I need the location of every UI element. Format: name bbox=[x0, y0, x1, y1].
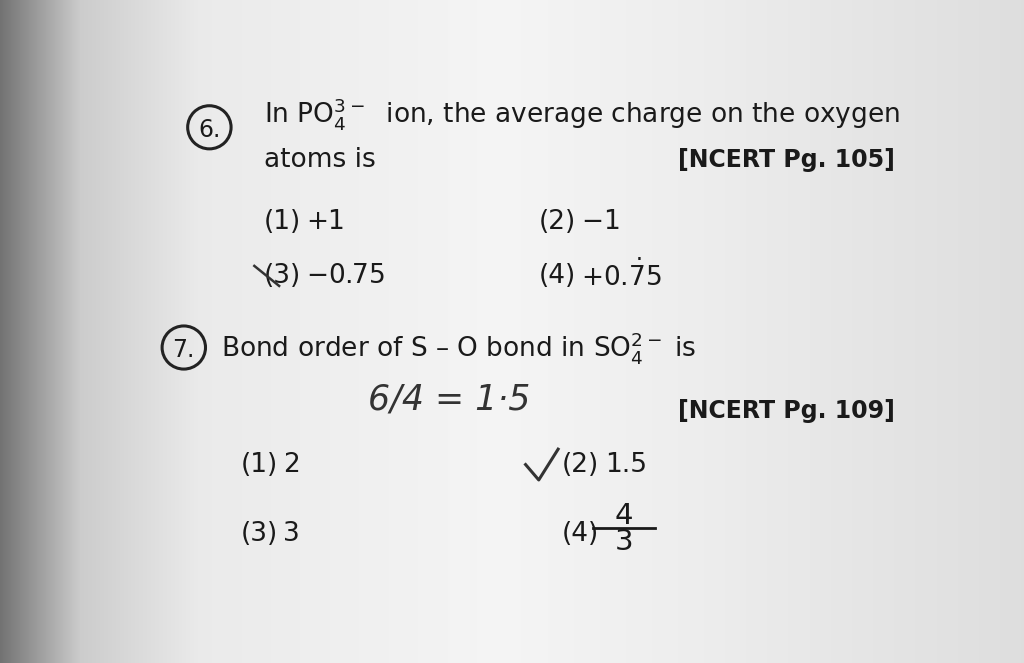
Text: (4): (4) bbox=[562, 521, 599, 547]
Text: [NCERT Pg. 105]: [NCERT Pg. 105] bbox=[678, 149, 895, 172]
Text: (3): (3) bbox=[241, 521, 278, 547]
Text: 7.: 7. bbox=[173, 338, 195, 362]
Text: (2): (2) bbox=[562, 452, 599, 477]
Text: 6.: 6. bbox=[199, 117, 220, 142]
Text: (3): (3) bbox=[263, 263, 301, 289]
Text: 3: 3 bbox=[614, 528, 633, 556]
Text: $-$1: $-$1 bbox=[582, 209, 620, 235]
Text: (4): (4) bbox=[539, 263, 575, 289]
Text: 6/4 = 1·5: 6/4 = 1·5 bbox=[369, 382, 530, 416]
Text: 2: 2 bbox=[283, 452, 300, 477]
Text: (1): (1) bbox=[263, 209, 301, 235]
Text: $-$0.75: $-$0.75 bbox=[306, 263, 385, 289]
Text: 3: 3 bbox=[283, 521, 300, 547]
Text: +0.$\dot{7}$5: +0.$\dot{7}$5 bbox=[582, 260, 662, 292]
Text: +1: +1 bbox=[306, 209, 345, 235]
Text: (2): (2) bbox=[539, 209, 575, 235]
Text: 4: 4 bbox=[614, 502, 633, 530]
Text: [NCERT Pg. 109]: [NCERT Pg. 109] bbox=[678, 398, 895, 422]
Text: (1): (1) bbox=[241, 452, 278, 477]
Text: Bond order of S – O bond in SO$_4^{2-}$ is: Bond order of S – O bond in SO$_4^{2-}$ … bbox=[221, 330, 696, 365]
Text: In PO$_4^{3-}$  ion, the average charge on the oxygen: In PO$_4^{3-}$ ion, the average charge o… bbox=[263, 96, 900, 132]
Text: 1.5: 1.5 bbox=[604, 452, 646, 477]
Text: atoms is: atoms is bbox=[263, 147, 376, 174]
